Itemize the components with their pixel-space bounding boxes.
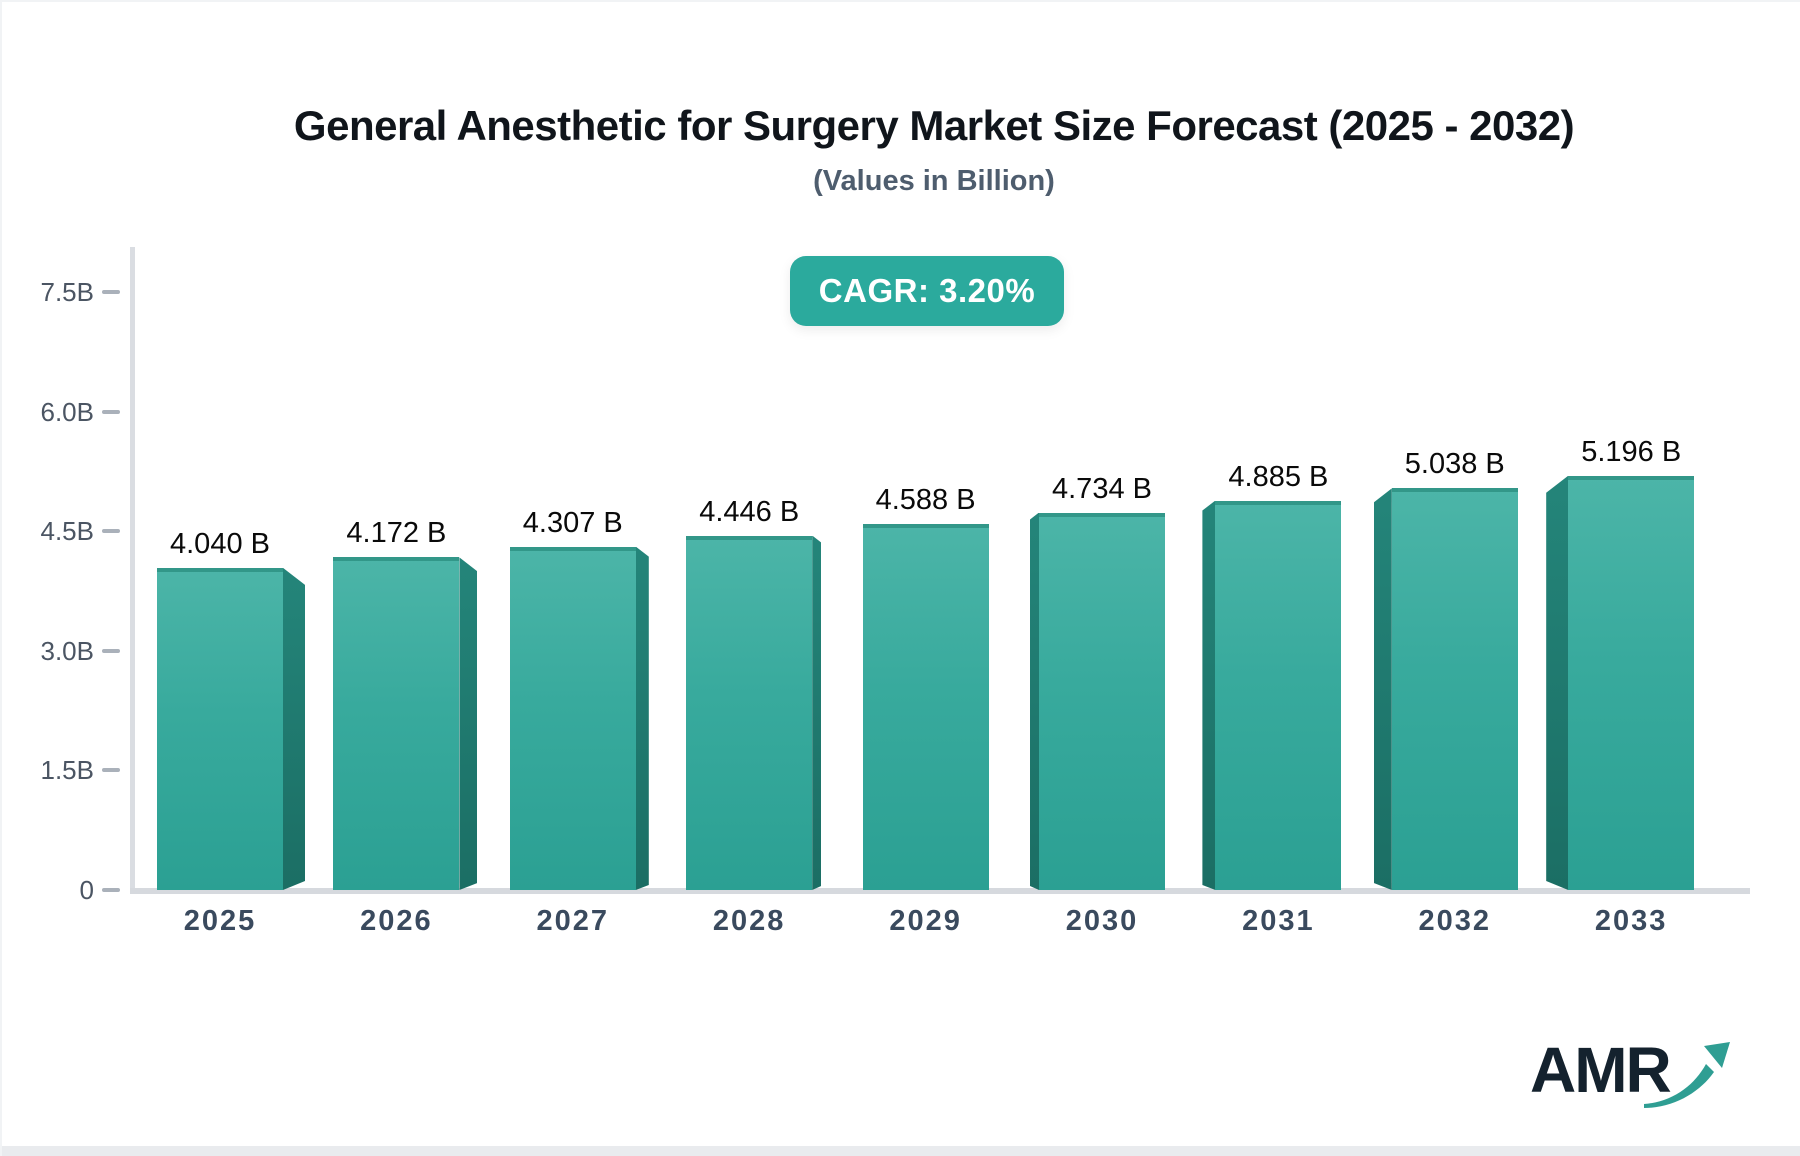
- bar-value-label: 4.885 B: [1228, 460, 1329, 493]
- y-tick-label: 4.5B: [40, 516, 95, 547]
- x-tick-label: 2030: [1065, 905, 1139, 937]
- bar: [1568, 475, 1695, 890]
- chart-title: General Anesthetic for Surgery Market Si…: [293, 102, 1575, 149]
- bar-value-label: 4.446 B: [699, 495, 800, 528]
- bar: [509, 546, 636, 890]
- bar-3d-side: [1202, 501, 1215, 890]
- y-tick-label: 6.0B: [40, 396, 95, 427]
- x-tick-label: 2025: [183, 905, 257, 937]
- x-tick-label: 2029: [889, 905, 962, 937]
- bar-3d-side: [812, 536, 821, 890]
- bar-3d-side: [1030, 513, 1039, 890]
- bar-3d-side: [1374, 488, 1392, 890]
- x-tick-label: 2031: [1242, 905, 1315, 937]
- bar-3d-side: [283, 568, 305, 890]
- y-tick-label: 0: [79, 875, 94, 905]
- chart-subtitle: (Values in Billion): [813, 165, 1055, 197]
- y-tick-label: 7.5B: [40, 277, 95, 308]
- x-tick-label: 2027: [536, 905, 610, 937]
- bar-3d-side: [459, 557, 477, 890]
- x-tick-label: 2032: [1418, 905, 1492, 937]
- page-bottom-strip: [2, 1146, 1800, 1156]
- bar-value-label: 4.588 B: [875, 484, 976, 517]
- bar-value-label: 4.040 B: [170, 527, 270, 560]
- y-tick-dash: [102, 409, 120, 414]
- bar: [686, 535, 813, 890]
- bar-3d-side: [1546, 476, 1568, 890]
- bar: [1039, 512, 1165, 890]
- cagr-badge: CAGR: 3.20%: [790, 256, 1064, 326]
- y-tick-label: 3.0B: [40, 635, 95, 666]
- x-tick-label: 2033: [1594, 905, 1668, 937]
- bar-value-label: 4.734 B: [1052, 472, 1152, 505]
- bar: [1215, 500, 1342, 890]
- bar: [1391, 488, 1518, 890]
- bar: [333, 557, 460, 890]
- bar-value-label: 4.172 B: [346, 517, 447, 550]
- y-tick-dash: [102, 529, 120, 534]
- bar: [157, 567, 283, 890]
- amr-logo: AMR: [1530, 1034, 1730, 1124]
- y-axis-line: [130, 247, 135, 892]
- bar-value-label: 4.307 B: [522, 506, 623, 539]
- y-tick-dash: [102, 888, 120, 892]
- y-tick-label: 1.5B: [40, 755, 95, 786]
- y-tick-dash: [102, 768, 120, 773]
- bar-value-label: 5.196 B: [1581, 435, 1682, 468]
- cagr-badge-label: CAGR: 3.20%: [818, 272, 1036, 309]
- amr-logo-text: AMR: [1530, 1034, 1672, 1106]
- bar: [862, 524, 989, 890]
- x-tick-label: 2028: [712, 905, 786, 937]
- bar-value-label: 5.038 B: [1404, 448, 1505, 481]
- x-tick-label: 2026: [360, 905, 433, 937]
- bar-3d-side: [636, 547, 649, 890]
- growth-arrow-icon: [1644, 1042, 1730, 1108]
- y-tick-dash: [102, 648, 120, 653]
- y-tick-dash: [102, 290, 120, 295]
- x-axis-baseline: [130, 888, 1750, 894]
